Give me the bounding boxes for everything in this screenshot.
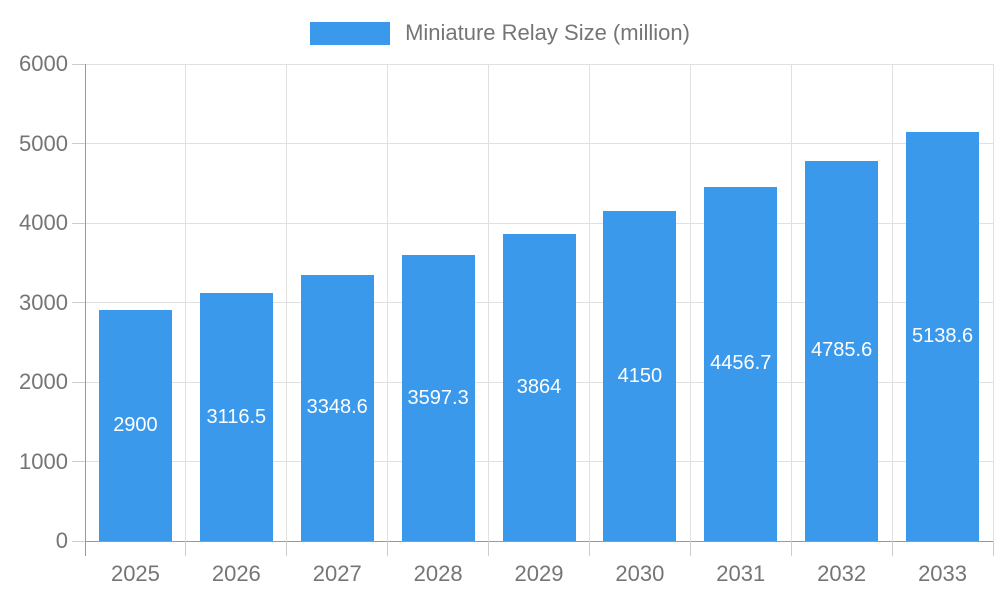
x-axis-tick [488, 541, 490, 556]
bar-value-label: 3348.6 [306, 396, 368, 419]
bar-value-label: 2900 [113, 414, 158, 437]
bar-2031[interactable]: 4456.7 [704, 186, 778, 541]
bar-value-label: 4150 [617, 364, 663, 387]
gridline-horizontal [85, 63, 993, 65]
x-axis-tick [286, 541, 288, 556]
x-axis-label-2026: 2026 [211, 561, 261, 586]
gridline-vertical [992, 64, 994, 541]
y-axis-label: 1000 [19, 448, 68, 474]
y-axis-tick [72, 63, 85, 65]
y-axis-tick [72, 461, 85, 462]
y-axis-tick [72, 302, 85, 303]
y-axis-label: 0 [55, 528, 68, 553]
x-axis-label-2032: 2032 [817, 561, 867, 586]
bar-value-label: 3864 [516, 375, 562, 398]
bar-2026[interactable]: 3116.5 [199, 293, 273, 541]
bar-value-label: 3116.5 [206, 405, 267, 428]
gridline-vertical [588, 64, 590, 541]
legend: Miniature Relay Size (million) [0, 20, 1000, 46]
x-axis-label-2031: 2031 [716, 561, 766, 586]
bar-2028[interactable]: 3597.3 [401, 255, 475, 541]
gridline-horizontal [85, 143, 993, 144]
gridline-vertical [689, 64, 691, 541]
x-axis-tick [387, 541, 389, 556]
x-axis-tick [891, 541, 893, 556]
bar-value-label: 4456.7 [710, 352, 772, 375]
y-axis-line [84, 64, 86, 556]
bar-value-label: 5138.6 [911, 325, 974, 348]
x-axis-tick [689, 541, 691, 556]
y-axis-tick [72, 381, 85, 383]
y-axis-tick [72, 540, 85, 542]
x-axis-tick [992, 541, 994, 556]
y-axis-label: 5000 [19, 130, 68, 156]
y-axis-tick [72, 222, 85, 224]
bar-2030[interactable]: 4150 [603, 211, 677, 541]
gridline-vertical [286, 64, 288, 541]
y-axis-label: 6000 [19, 51, 68, 76]
gridline-vertical [488, 64, 490, 541]
x-axis-label-2028: 2028 [413, 561, 463, 586]
gridline-vertical [185, 64, 187, 541]
bar-value-label: 4785.6 [811, 339, 873, 362]
y-axis-label: 4000 [19, 210, 68, 235]
bar-value-label: 3597.3 [407, 386, 469, 409]
x-axis-label-2027: 2027 [312, 561, 362, 586]
x-axis-label-2029: 2029 [514, 561, 564, 586]
y-axis-label: 3000 [19, 289, 68, 315]
gridline-horizontal [85, 222, 993, 224]
y-axis-label: 2000 [19, 369, 68, 394]
x-axis-label-2025: 2025 [110, 561, 160, 586]
x-axis-tick [185, 541, 187, 556]
x-axis-line [85, 540, 993, 542]
x-axis-label-2030: 2030 [615, 561, 665, 586]
gridline-vertical [387, 64, 389, 541]
legend-label: Miniature Relay Size (million) [405, 20, 690, 45]
gridline-vertical [790, 64, 792, 541]
x-axis-tick [588, 541, 590, 556]
y-axis-tick [72, 143, 85, 144]
gridline-vertical [891, 64, 893, 541]
legend-swatch [310, 21, 391, 45]
x-axis-tick [790, 541, 792, 556]
bar-2029[interactable]: 3864 [502, 233, 576, 541]
bar-2032[interactable]: 4785.6 [805, 160, 879, 541]
bar-2025[interactable]: 2900 [98, 310, 172, 541]
bar-2027[interactable]: 3348.6 [300, 274, 374, 541]
x-axis-label-2033: 2033 [918, 561, 968, 586]
plot-area: 2900 3116.5 3348.6 3597.3 3864 4150 4456.7 4785… [85, 63, 994, 542]
bar-2033[interactable]: 5138.6 [906, 132, 980, 541]
